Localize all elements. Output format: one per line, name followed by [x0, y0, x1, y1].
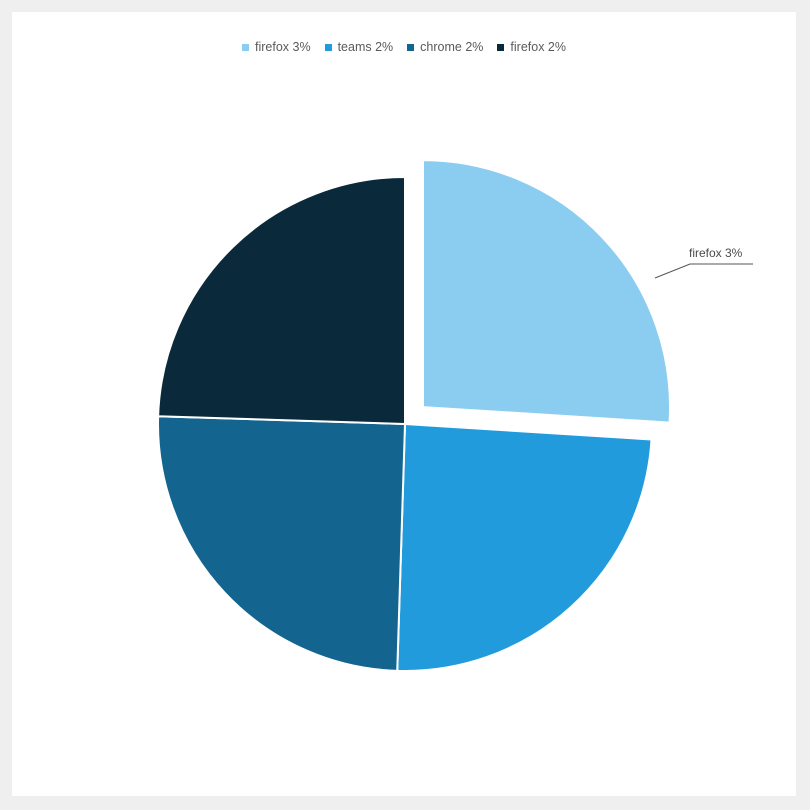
- legend-item-label: firefox 3%: [254, 40, 311, 54]
- chart-card: firefox 3% teams 2% chrome 2% firefox 2%…: [12, 12, 796, 796]
- pie-chart: [157, 159, 753, 672]
- legend-swatch-icon: [324, 43, 332, 51]
- legend-item-firefox-3[interactable]: firefox 3%: [241, 40, 311, 54]
- chart-legend: firefox 3% teams 2% chrome 2% firefox 2%: [12, 40, 796, 54]
- pie-slice[interactable]: [157, 415, 407, 672]
- legend-item-firefox-2[interactable]: firefox 2%: [497, 40, 566, 54]
- pie-slice[interactable]: [396, 422, 653, 672]
- leader-line: [654, 263, 753, 279]
- legend-item-label: firefox 2%: [510, 40, 566, 54]
- legend-item-teams-2[interactable]: teams 2%: [324, 40, 394, 54]
- legend-item-chrome-2[interactable]: chrome 2%: [407, 40, 483, 54]
- pie-slice[interactable]: [422, 159, 671, 424]
- slice-annotation-label: firefox 3%: [689, 246, 743, 260]
- legend-item-label: chrome 2%: [420, 40, 484, 54]
- pie-slice[interactable]: [157, 175, 406, 426]
- annotation-leader-line: [654, 263, 753, 279]
- pie-slices: [157, 159, 671, 672]
- legend-swatch-icon: [497, 43, 505, 51]
- legend-swatch-icon: [241, 43, 249, 51]
- legend-swatch-icon: [407, 43, 415, 51]
- legend-item-label: teams 2%: [337, 40, 394, 54]
